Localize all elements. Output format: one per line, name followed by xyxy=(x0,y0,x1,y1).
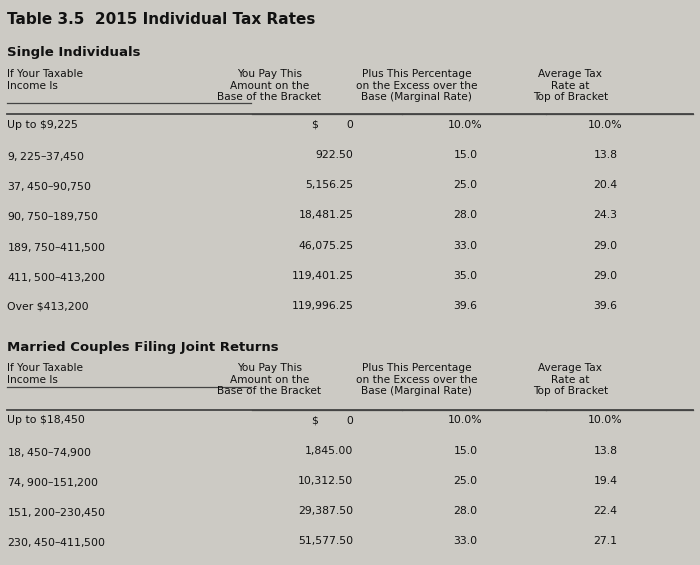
Text: $9,225–$37,450: $9,225–$37,450 xyxy=(7,150,85,163)
Text: 13.8: 13.8 xyxy=(594,150,617,160)
Text: $151,200–$230,450: $151,200–$230,450 xyxy=(7,506,106,519)
Text: 5,156.25: 5,156.25 xyxy=(305,180,354,190)
Text: You Pay This
Amount on the
Base of the Bracket: You Pay This Amount on the Base of the B… xyxy=(218,69,321,102)
Text: $90,750–$189,750: $90,750–$189,750 xyxy=(7,210,99,224)
Text: 922.50: 922.50 xyxy=(316,150,354,160)
Text: 33.0: 33.0 xyxy=(454,241,477,251)
Text: Married Couples Filing Joint Returns: Married Couples Filing Joint Returns xyxy=(7,341,279,354)
Text: 39.6: 39.6 xyxy=(454,301,477,311)
Text: You Pay This
Amount on the
Base of the Bracket: You Pay This Amount on the Base of the B… xyxy=(218,363,321,397)
Text: 19.4: 19.4 xyxy=(594,476,617,486)
Text: 33.0: 33.0 xyxy=(454,536,477,546)
Text: 39.6: 39.6 xyxy=(594,301,617,311)
Text: $        0: $ 0 xyxy=(312,120,354,130)
Text: 119,401.25: 119,401.25 xyxy=(291,271,354,281)
Text: 10,312.50: 10,312.50 xyxy=(298,476,354,486)
Text: 1,845.00: 1,845.00 xyxy=(305,445,354,455)
Text: $230,450–$411,500: $230,450–$411,500 xyxy=(7,536,106,549)
Text: 10.0%: 10.0% xyxy=(448,415,483,425)
Text: 18,481.25: 18,481.25 xyxy=(298,210,354,220)
Text: 119,996.25: 119,996.25 xyxy=(292,301,354,311)
Text: Average Tax
Rate at
Top of Bracket: Average Tax Rate at Top of Bracket xyxy=(533,69,608,102)
Text: Average Tax
Rate at
Top of Bracket: Average Tax Rate at Top of Bracket xyxy=(533,363,608,397)
Text: 20.4: 20.4 xyxy=(594,180,617,190)
Text: 28.0: 28.0 xyxy=(454,210,477,220)
Text: 46,075.25: 46,075.25 xyxy=(298,241,354,251)
Text: If Your Taxable
Income Is: If Your Taxable Income Is xyxy=(7,363,83,385)
Text: 22.4: 22.4 xyxy=(594,506,617,516)
Text: Single Individuals: Single Individuals xyxy=(7,46,141,59)
Text: 27.1: 27.1 xyxy=(594,536,617,546)
Text: 29,387.50: 29,387.50 xyxy=(298,506,354,516)
Text: 15.0: 15.0 xyxy=(454,445,477,455)
Text: $37,450–$90,750: $37,450–$90,750 xyxy=(7,180,92,193)
Text: 25.0: 25.0 xyxy=(454,180,477,190)
Text: 10.0%: 10.0% xyxy=(448,120,483,130)
Text: 51,577.50: 51,577.50 xyxy=(298,536,354,546)
Text: 28.0: 28.0 xyxy=(454,506,477,516)
Text: 15.0: 15.0 xyxy=(454,150,477,160)
Text: $        0: $ 0 xyxy=(312,415,354,425)
Text: Table 3.5  2015 Individual Tax Rates: Table 3.5 2015 Individual Tax Rates xyxy=(7,12,316,28)
Text: $411,500–$413,200: $411,500–$413,200 xyxy=(7,271,106,284)
Text: If Your Taxable
Income Is: If Your Taxable Income Is xyxy=(7,69,83,90)
Text: 10.0%: 10.0% xyxy=(588,415,623,425)
Text: 25.0: 25.0 xyxy=(454,476,477,486)
Text: 10.0%: 10.0% xyxy=(588,120,623,130)
Text: Over $413,200: Over $413,200 xyxy=(7,301,89,311)
Text: Up to $18,450: Up to $18,450 xyxy=(7,415,85,425)
Text: $74,900–$151,200: $74,900–$151,200 xyxy=(7,476,99,489)
Text: Plus This Percentage
on the Excess over the
Base (Marginal Rate): Plus This Percentage on the Excess over … xyxy=(356,69,477,102)
Text: 29.0: 29.0 xyxy=(594,271,617,281)
Text: Up to $9,225: Up to $9,225 xyxy=(7,120,78,130)
Text: 24.3: 24.3 xyxy=(594,210,617,220)
Text: Plus This Percentage
on the Excess over the
Base (Marginal Rate): Plus This Percentage on the Excess over … xyxy=(356,363,477,397)
Text: $18,450–$74,900: $18,450–$74,900 xyxy=(7,445,92,459)
Text: 29.0: 29.0 xyxy=(594,241,617,251)
Text: 35.0: 35.0 xyxy=(454,271,477,281)
Text: $189,750–$411,500: $189,750–$411,500 xyxy=(7,241,106,254)
Text: 13.8: 13.8 xyxy=(594,445,617,455)
